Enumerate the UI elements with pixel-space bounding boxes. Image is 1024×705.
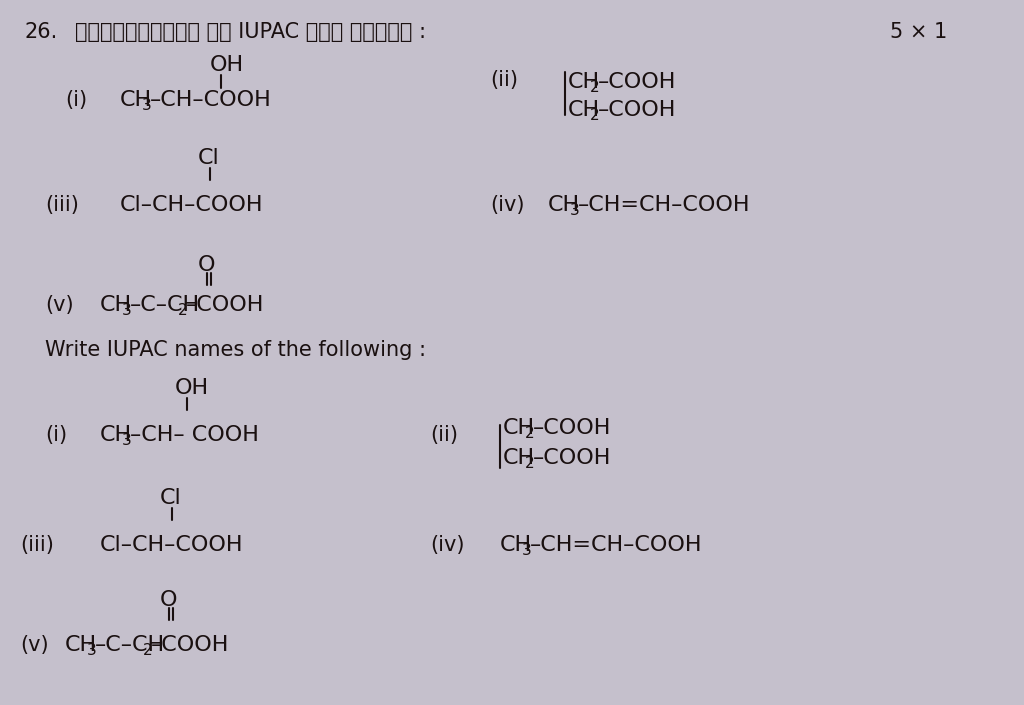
Text: –COOH: –COOH [598, 100, 677, 120]
Text: –COOH: –COOH [598, 72, 677, 92]
Text: CH: CH [100, 425, 132, 445]
Text: (i): (i) [45, 425, 68, 445]
Text: (v): (v) [45, 295, 74, 315]
Text: 2: 2 [590, 108, 600, 123]
Text: O: O [198, 255, 215, 275]
Text: –COOH: –COOH [534, 448, 611, 468]
Text: (iv): (iv) [490, 195, 524, 215]
Text: CH: CH [503, 448, 536, 468]
Text: 2: 2 [590, 80, 600, 95]
Text: निम्नलिखित के IUPAC नाम लिखें :: निम्नलिखित के IUPAC नाम लिखें : [75, 22, 426, 42]
Text: 3: 3 [87, 643, 96, 658]
Text: OH: OH [210, 55, 244, 75]
Text: 26.: 26. [25, 22, 58, 42]
Text: –COOH: –COOH [151, 635, 229, 655]
Text: 3: 3 [142, 98, 152, 113]
Text: Cl: Cl [160, 488, 181, 508]
Text: CH: CH [568, 72, 600, 92]
Text: 3: 3 [122, 433, 132, 448]
Text: (ii): (ii) [430, 425, 458, 445]
Text: (iv): (iv) [430, 535, 465, 555]
Text: –COOH: –COOH [534, 418, 611, 438]
Text: CH: CH [503, 418, 536, 438]
Text: (v): (v) [20, 635, 48, 655]
Text: 2: 2 [178, 303, 187, 318]
Text: 2: 2 [525, 456, 535, 471]
Text: –COOH: –COOH [186, 295, 264, 315]
Text: CH: CH [568, 100, 600, 120]
Text: CH: CH [548, 195, 581, 215]
Text: –CH–COOH: –CH–COOH [150, 90, 271, 110]
Text: CH: CH [120, 90, 153, 110]
Text: –CH– COOH: –CH– COOH [130, 425, 259, 445]
Text: 3: 3 [522, 543, 531, 558]
Text: –C–CH: –C–CH [130, 295, 200, 315]
Text: OH: OH [175, 378, 209, 398]
Text: Write IUPAC names of the following :: Write IUPAC names of the following : [45, 340, 426, 360]
Text: O: O [160, 590, 177, 610]
Text: –CH=CH–COOH: –CH=CH–COOH [578, 195, 751, 215]
Text: (i): (i) [65, 90, 87, 110]
Text: 2: 2 [525, 426, 535, 441]
Text: –CH=CH–COOH: –CH=CH–COOH [530, 535, 702, 555]
Text: –C–CH: –C–CH [95, 635, 165, 655]
Text: Cl: Cl [198, 148, 220, 168]
Text: 2: 2 [143, 643, 153, 658]
Text: 5 × 1: 5 × 1 [890, 22, 947, 42]
Text: 3: 3 [570, 203, 580, 218]
Text: CH: CH [65, 635, 97, 655]
Text: Cl–CH–COOH: Cl–CH–COOH [100, 535, 244, 555]
Text: (iii): (iii) [45, 195, 79, 215]
Text: 3: 3 [122, 303, 132, 318]
Text: (iii): (iii) [20, 535, 54, 555]
Text: CH: CH [500, 535, 532, 555]
Text: Cl–CH–COOH: Cl–CH–COOH [120, 195, 263, 215]
Text: (ii): (ii) [490, 70, 518, 90]
Text: CH: CH [100, 295, 132, 315]
